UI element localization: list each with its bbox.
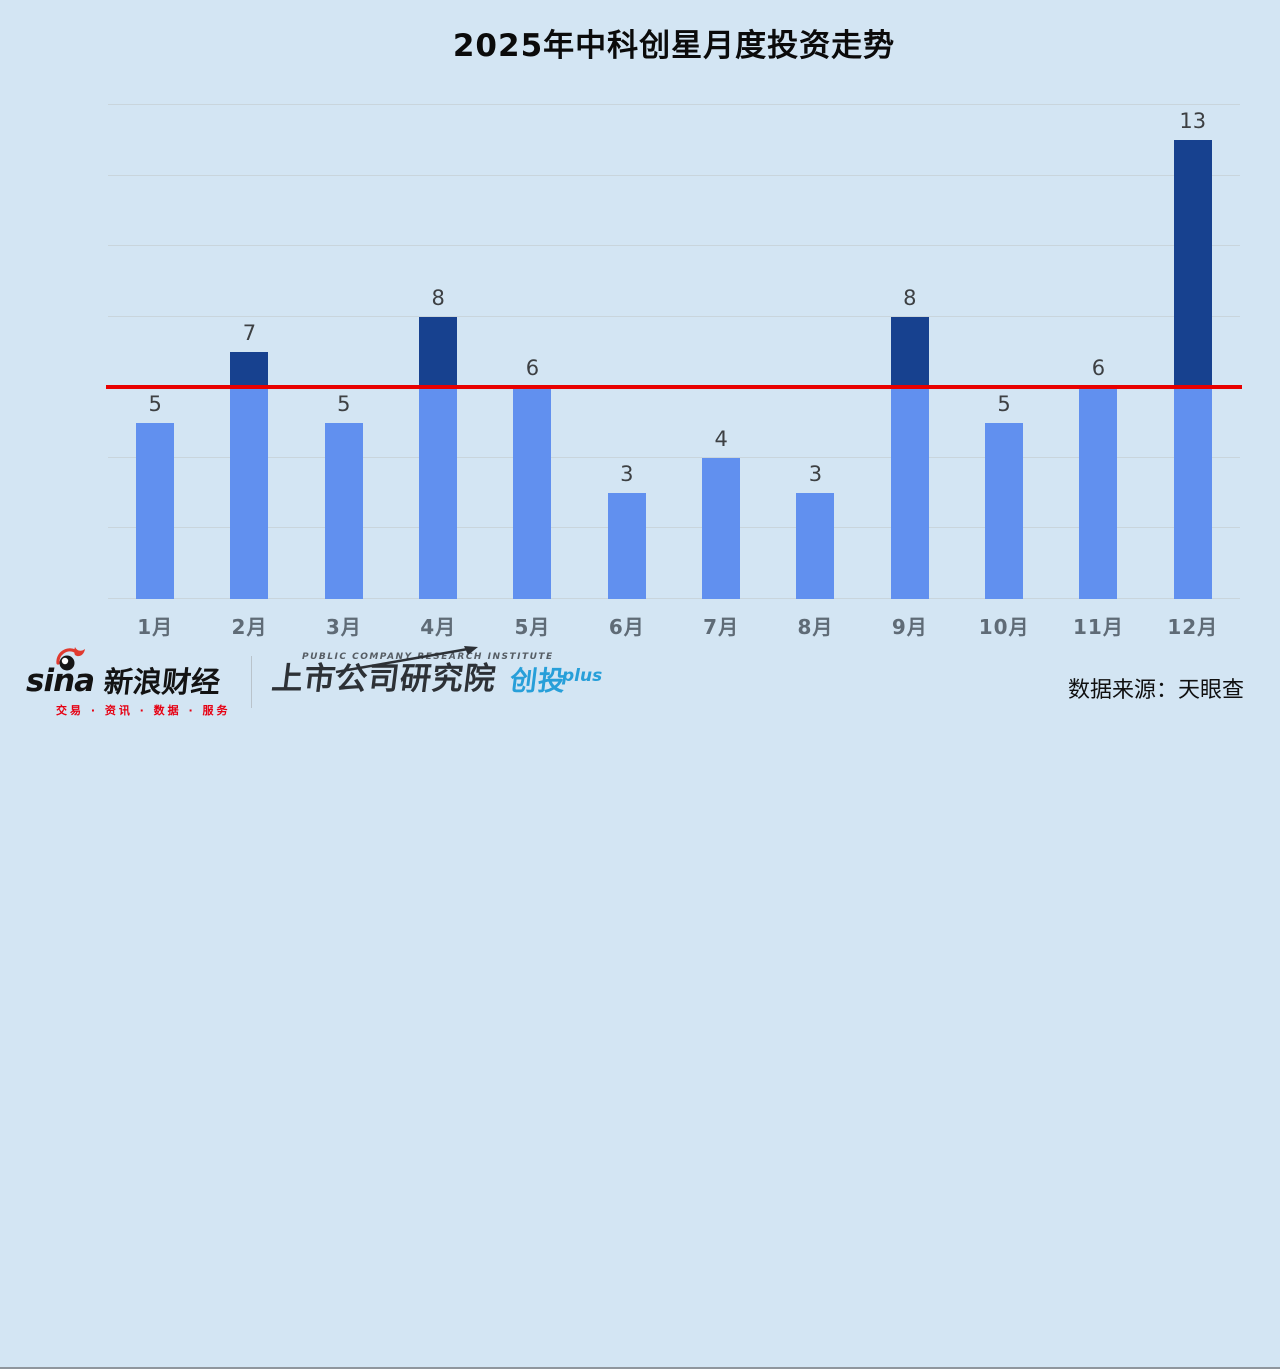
bar-slot: 4 [674,105,768,599]
bar-segment-above-line [230,352,269,388]
bar-slot: 3 [580,105,674,599]
bar-9月 [890,316,929,599]
chuangtou-plus-logo: 创投 plus [508,666,606,697]
bar-3月 [324,422,363,599]
bar-segment-above-line [890,316,929,388]
bar-slot: 6 [1051,105,1145,599]
chart-canvas: 2025年中科创星月度投资走势 5 7 5 8 6 3 4 3 8 5 6 13 1月 2月 3月 4月 5月… [0,28,1280,1369]
value-label: 5 [148,391,162,416]
bar-12月 [1173,140,1212,599]
bar-slot: 13 [1146,105,1240,599]
bar-slot: 8 [391,105,485,599]
gridline [108,527,1240,529]
chart-title: 2025年中科创星月度投资走势 [452,28,896,64]
bar-4月 [419,316,458,599]
research-institute-logo: PUBLIC COMPANY RESEARCH INSTITUTE 上市公司研究… [270,646,606,697]
reference-line [106,385,1242,390]
plus-label: plus [562,666,603,686]
gridline [108,456,1240,458]
month-label: 3月 [325,615,362,639]
month-label: 8月 [797,615,834,639]
bar-segment-above-line [1173,140,1212,388]
value-label: 8 [903,285,917,310]
bar-slot: 5 [297,105,391,599]
value-label: 6 [1091,356,1106,381]
data-source-label: 数据来源：天眼查 [1067,678,1244,703]
value-label: 6 [525,356,540,381]
month-label: 11月 [1073,615,1124,639]
sina-tagline: 交易 · 资讯 · 数据 · 服务 [56,704,231,717]
bar-slot: 6 [485,105,579,599]
bar-segment-above-line [419,316,458,388]
value-label: 7 [242,321,257,345]
bar-6月 [607,493,646,599]
gridline [108,174,1240,176]
value-label: 3 [808,462,823,487]
bar-slot: 3 [768,105,862,599]
value-label: 4 [714,426,728,451]
sina-finance-name: 新浪财经 [102,665,222,699]
month-label: 1月 [137,615,174,639]
sina-finance-logo: sina 新浪财经 交易 · 资讯 · 数据 · 服务 [26,647,231,718]
gridline [108,598,1240,599]
bar-10月 [985,422,1024,599]
bar-7月 [702,457,741,599]
month-label: 6月 [608,615,645,639]
bar-1月 [136,422,175,599]
value-label: 8 [431,285,445,310]
bar-segment-below-line [1173,387,1212,599]
bar-11月 [1079,387,1118,599]
month-label: 10月 [978,615,1030,639]
bar-5月 [513,387,552,599]
plot-area: 5 7 5 8 6 3 4 3 8 5 6 13 [106,104,1242,599]
bar-slot: 5 [957,105,1051,599]
bar-segment-below-line [890,387,929,599]
bar-segment-below-line [419,387,458,599]
sina-wordmark: sina [26,663,95,699]
bar-slot: 7 [202,105,296,599]
sina-flame-eye-icon [54,646,90,676]
footer: sina 新浪财经 交易 · 资讯 · 数据 · 服务 PUBLIC COMPA… [0,646,1280,1369]
month-label: 9月 [891,615,928,639]
bar-series: 5 7 5 8 6 3 4 3 8 5 6 13 [108,105,1240,599]
value-label: 13 [1179,109,1207,134]
rising-arrow-icon [330,644,480,678]
month-label: 12月 [1167,615,1219,639]
bar-slot: 8 [863,105,957,599]
month-label: 4月 [420,615,457,639]
bar-8月 [796,493,835,599]
x-axis: 1月 2月 3月 4月 5月 6月 7月 8月 9月 10月 11月 12月 [108,611,1240,640]
gridline [108,245,1240,247]
bar-slot: 5 [108,105,202,599]
chuangtou-label: 创投 [508,666,568,697]
month-label: 7月 [703,615,740,639]
gridline [108,315,1240,317]
month-label: 2月 [231,615,268,639]
bar-segment-below-line [230,387,269,599]
gridline [108,104,1240,105]
value-label: 5 [997,391,1011,416]
month-label: 5月 [514,615,551,639]
value-label: 5 [337,391,351,416]
footer-divider [251,656,252,708]
value-label: 3 [620,462,634,487]
bar-2月 [230,352,269,599]
